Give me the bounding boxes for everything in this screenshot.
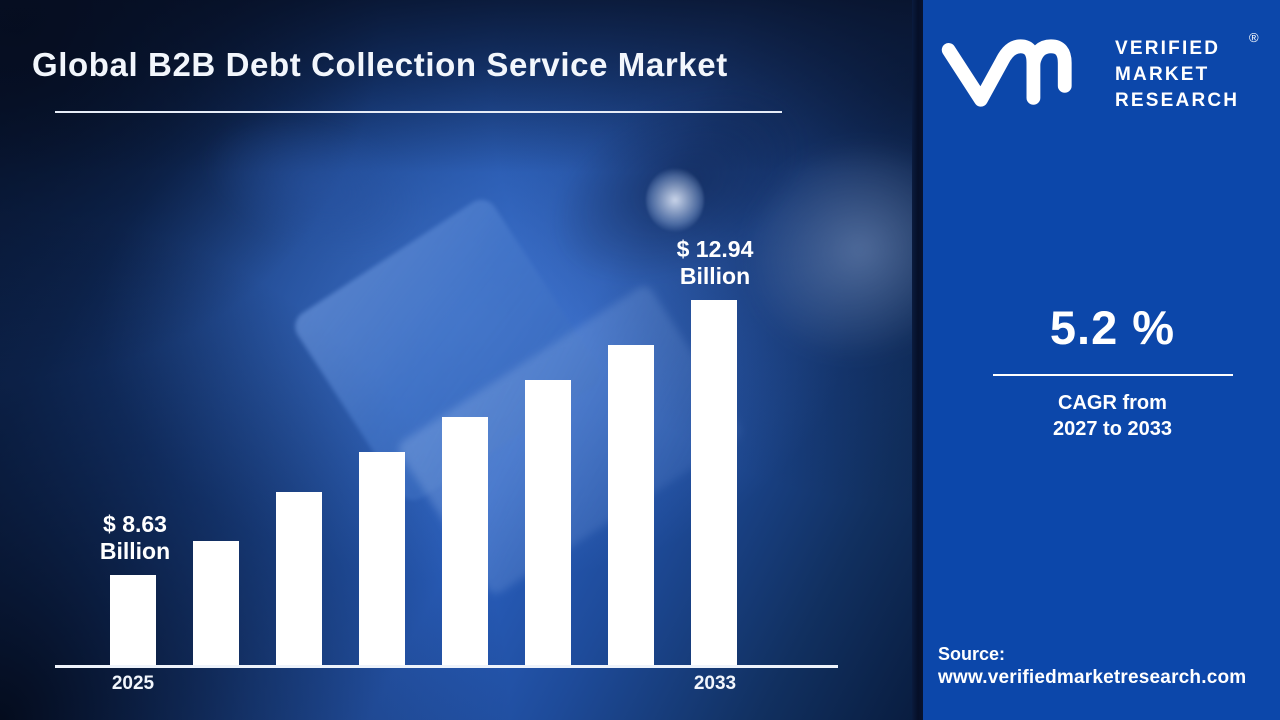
- first-bar-value-label: $ 8.63 Billion: [69, 511, 201, 565]
- vmr-monogram-icon: [941, 39, 1072, 107]
- title-underline: [55, 111, 782, 113]
- bar-2025: [110, 575, 156, 666]
- source-url-link[interactable]: www.verifiedmarketresearch.com: [938, 667, 1247, 688]
- x-axis-baseline: [55, 665, 838, 668]
- bar-year-index-6: [608, 345, 654, 666]
- background-photo: Global B2B Debt Collection Service Marke…: [0, 0, 912, 720]
- bar-year-index-1: [193, 541, 239, 666]
- cagr-caption: CAGR from 2027 to 2033: [945, 390, 1280, 442]
- cagr-value: 5.2 %: [1049, 301, 1176, 354]
- bar-year-index-3: [359, 452, 405, 666]
- bar-2033: [691, 300, 737, 666]
- bar-year-index-5: [525, 380, 571, 666]
- right-panel: VERIFIED MARKET RESEARCH ® 5.2 % CAGR fr…: [923, 0, 1280, 720]
- page-title: Global B2B Debt Collection Service Marke…: [32, 46, 728, 83]
- last-bar-value: $ 12.94: [676, 236, 754, 262]
- brand-wordmark: VERIFIED MARKET RESEARCH: [1115, 36, 1239, 114]
- x-tick-2033: 2033: [693, 673, 737, 694]
- cagr-caption-line1: CAGR from: [1058, 392, 1167, 414]
- brand-line-verified: VERIFIED: [1115, 38, 1221, 59]
- source-label: Source:: [938, 644, 1006, 664]
- panel-divider-seam: [912, 0, 923, 720]
- registered-trademark-icon: ®: [1249, 30, 1259, 45]
- brand-line-market: MARKET: [1115, 64, 1210, 85]
- market-bar-chart: $ 8.63 Billion $ 12.94 Billion 2025 2033: [55, 236, 838, 694]
- first-bar-unit: Billion: [99, 538, 171, 564]
- last-bar-unit: Billion: [679, 263, 751, 289]
- cagr-caption-line2: 2027 to 2033: [1053, 418, 1172, 440]
- source-block: Source: www.verifiedmarketresearch.com: [938, 643, 1276, 690]
- bar-year-index-2: [276, 492, 322, 666]
- first-bar-value: $ 8.63: [103, 511, 167, 537]
- cagr-divider: [993, 374, 1233, 376]
- x-tick-2025: 2025: [111, 673, 155, 694]
- brand-line-research: RESEARCH: [1115, 90, 1240, 111]
- bar-year-index-4: [442, 417, 488, 666]
- last-bar-value-label: $ 12.94 Billion: [649, 236, 781, 290]
